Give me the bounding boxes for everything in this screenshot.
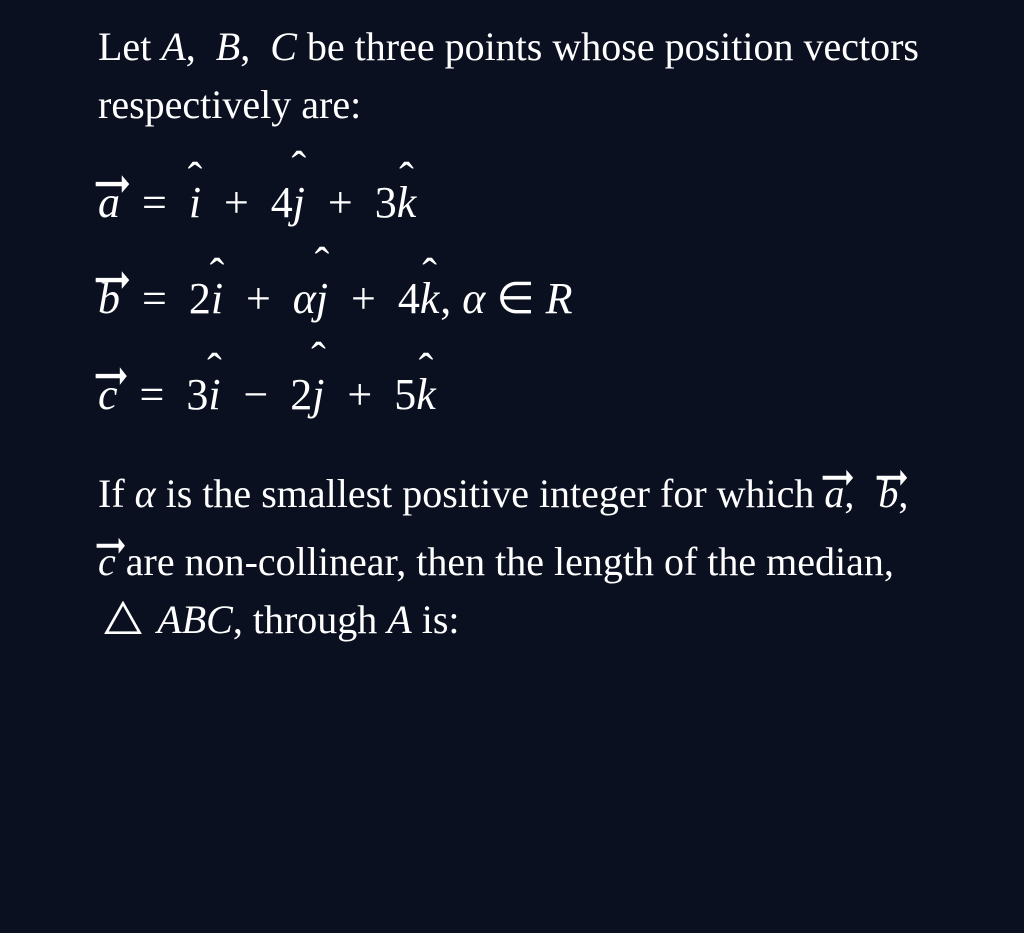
- unit-j-hat-icon: j: [316, 273, 329, 326]
- text: ,: [844, 471, 864, 516]
- equals-sign: =: [142, 178, 167, 227]
- text: ,: [440, 274, 462, 323]
- vector-a-icon: a: [824, 455, 844, 523]
- alpha: α: [135, 471, 156, 516]
- plus-sign: +: [351, 274, 376, 323]
- alpha: α: [462, 274, 485, 323]
- coeff: 2: [189, 274, 211, 323]
- set-R: R: [546, 274, 573, 323]
- triangle-ABC: ABC: [148, 597, 233, 642]
- text: Let: [98, 24, 161, 69]
- text: , through: [233, 597, 387, 642]
- var-C: C: [270, 24, 297, 69]
- plus-sign: +: [246, 274, 271, 323]
- unit-i-hat-icon: i: [189, 177, 202, 230]
- text: are non-collinear, then the length of th…: [116, 539, 894, 584]
- plus-sign: +: [347, 370, 372, 419]
- text: ,: [240, 24, 260, 69]
- vector-letter: c: [98, 370, 118, 419]
- intro-paragraph: Let A, B, C be three points whose positi…: [98, 18, 944, 134]
- minus-sign: −: [243, 370, 268, 419]
- coeff: 4: [271, 178, 293, 227]
- question-paragraph: If α is the smallest positive integer fo…: [98, 455, 944, 651]
- coeff-alpha: α: [293, 274, 316, 323]
- vector-letter: a: [824, 471, 844, 516]
- element-of: ∈: [485, 274, 545, 323]
- vector-letter: a: [98, 178, 120, 227]
- text: is:: [412, 597, 460, 642]
- unit-i-hat-icon: i: [211, 273, 224, 326]
- coeff: 4: [398, 274, 420, 323]
- vector-c-icon: c: [98, 358, 118, 422]
- unit-j-hat-icon: j: [293, 177, 306, 230]
- coeff: 5: [394, 370, 416, 419]
- text: is the smallest positive integer for whi…: [156, 471, 825, 516]
- var-B: B: [216, 24, 240, 69]
- text: ,: [898, 471, 908, 516]
- equals-sign: =: [142, 274, 167, 323]
- equals-sign: =: [140, 370, 165, 419]
- text: If: [98, 471, 135, 516]
- coeff: 3: [186, 370, 208, 419]
- unit-k-hat-icon: k: [416, 369, 436, 422]
- triangle-icon: [104, 593, 142, 651]
- vector-a-icon: a: [98, 166, 120, 230]
- unit-i-hat-icon: i: [208, 369, 221, 422]
- text: ,: [186, 24, 206, 69]
- var-A: A: [161, 24, 185, 69]
- unit-k-hat-icon: k: [420, 273, 440, 326]
- math-problem-page: Let A, B, C be three points whose positi…: [0, 0, 1024, 711]
- unit-j-hat-icon: j: [312, 369, 325, 422]
- equation-a: a = i + 4j + 3k: [98, 166, 944, 230]
- equation-b: b = 2i + αj + 4k, α ∈ R: [98, 262, 944, 326]
- vector-letter: b: [98, 274, 120, 323]
- vector-c-icon: c: [98, 523, 116, 591]
- vector-b-icon: b: [878, 455, 898, 523]
- text: [206, 24, 216, 69]
- var-A: A: [387, 597, 411, 642]
- vector-b-icon: b: [98, 262, 120, 326]
- vector-letter: c: [98, 539, 116, 584]
- unit-k-hat-icon: k: [397, 177, 417, 230]
- equation-c: c = 3i − 2j + 5k: [98, 358, 944, 422]
- vector-letter: b: [878, 471, 898, 516]
- text: [260, 24, 270, 69]
- plus-sign: +: [328, 178, 353, 227]
- coeff: 2: [290, 370, 312, 419]
- coeff: 3: [375, 178, 397, 227]
- plus-sign: +: [224, 178, 249, 227]
